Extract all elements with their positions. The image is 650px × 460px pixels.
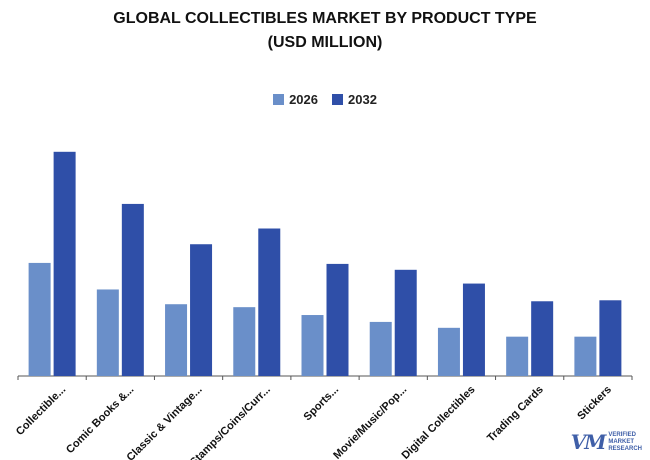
bar-2026-3 bbox=[233, 307, 256, 376]
legend-swatch-2026 bbox=[273, 94, 285, 105]
x-tick-label: Stickers bbox=[575, 384, 614, 423]
logo-line2: MARKET bbox=[608, 438, 634, 445]
x-tick-label: Sports... bbox=[302, 384, 342, 424]
chart-legend: 2026 2032 bbox=[0, 92, 650, 107]
bar-2032-0 bbox=[53, 151, 76, 376]
bar-2032-4 bbox=[326, 263, 349, 376]
x-tick-label: Comic Books &... bbox=[64, 384, 136, 456]
logo-line3: RESEARCH bbox=[608, 445, 642, 452]
bar-2026-8 bbox=[574, 336, 597, 376]
x-tick-label: Trading Cards bbox=[485, 384, 546, 445]
logo-line1: VERIFIED bbox=[608, 431, 636, 438]
bar-2026-1 bbox=[96, 289, 119, 376]
x-tick-label: Classic & Vintage... bbox=[125, 384, 205, 460]
chart-title-line1: GLOBAL COLLECTIBLES MARKET BY PRODUCT TY… bbox=[113, 10, 537, 27]
bar-2026-2 bbox=[165, 304, 188, 376]
brand-logo: VM VERIFIED MARKET RESEARCH bbox=[571, 430, 642, 454]
bar-2026-4 bbox=[301, 315, 324, 376]
x-tick-label: Movie/Music/Pop... bbox=[331, 384, 409, 460]
x-tick-label: Collectible... bbox=[14, 384, 68, 438]
bar-2032-7 bbox=[531, 301, 554, 376]
legend-item-2026: 2026 bbox=[273, 92, 318, 107]
legend-swatch-2032 bbox=[332, 94, 343, 105]
bar-2032-8 bbox=[599, 300, 622, 376]
bar-2026-5 bbox=[369, 321, 392, 376]
legend-item-2032: 2032 bbox=[332, 92, 377, 107]
bar-2032-5 bbox=[394, 269, 417, 376]
bar-2026-7 bbox=[506, 336, 529, 376]
logo-text: VERIFIED MARKET RESEARCH bbox=[608, 432, 642, 453]
logo-mark-icon: VM bbox=[570, 430, 607, 454]
bar-2026-0 bbox=[28, 262, 51, 376]
bar-2032-1 bbox=[121, 203, 144, 376]
bar-2032-3 bbox=[258, 228, 281, 376]
bar-2032-6 bbox=[462, 283, 485, 376]
legend-label-2032: 2032 bbox=[348, 92, 377, 107]
legend-label-2026: 2026 bbox=[289, 92, 318, 107]
x-tick-label: Digital Collectibles bbox=[399, 384, 477, 460]
chart-title-line2: (USD MILLION) bbox=[267, 34, 383, 51]
bar-2026-6 bbox=[437, 327, 460, 376]
bar-2032-2 bbox=[190, 244, 213, 376]
